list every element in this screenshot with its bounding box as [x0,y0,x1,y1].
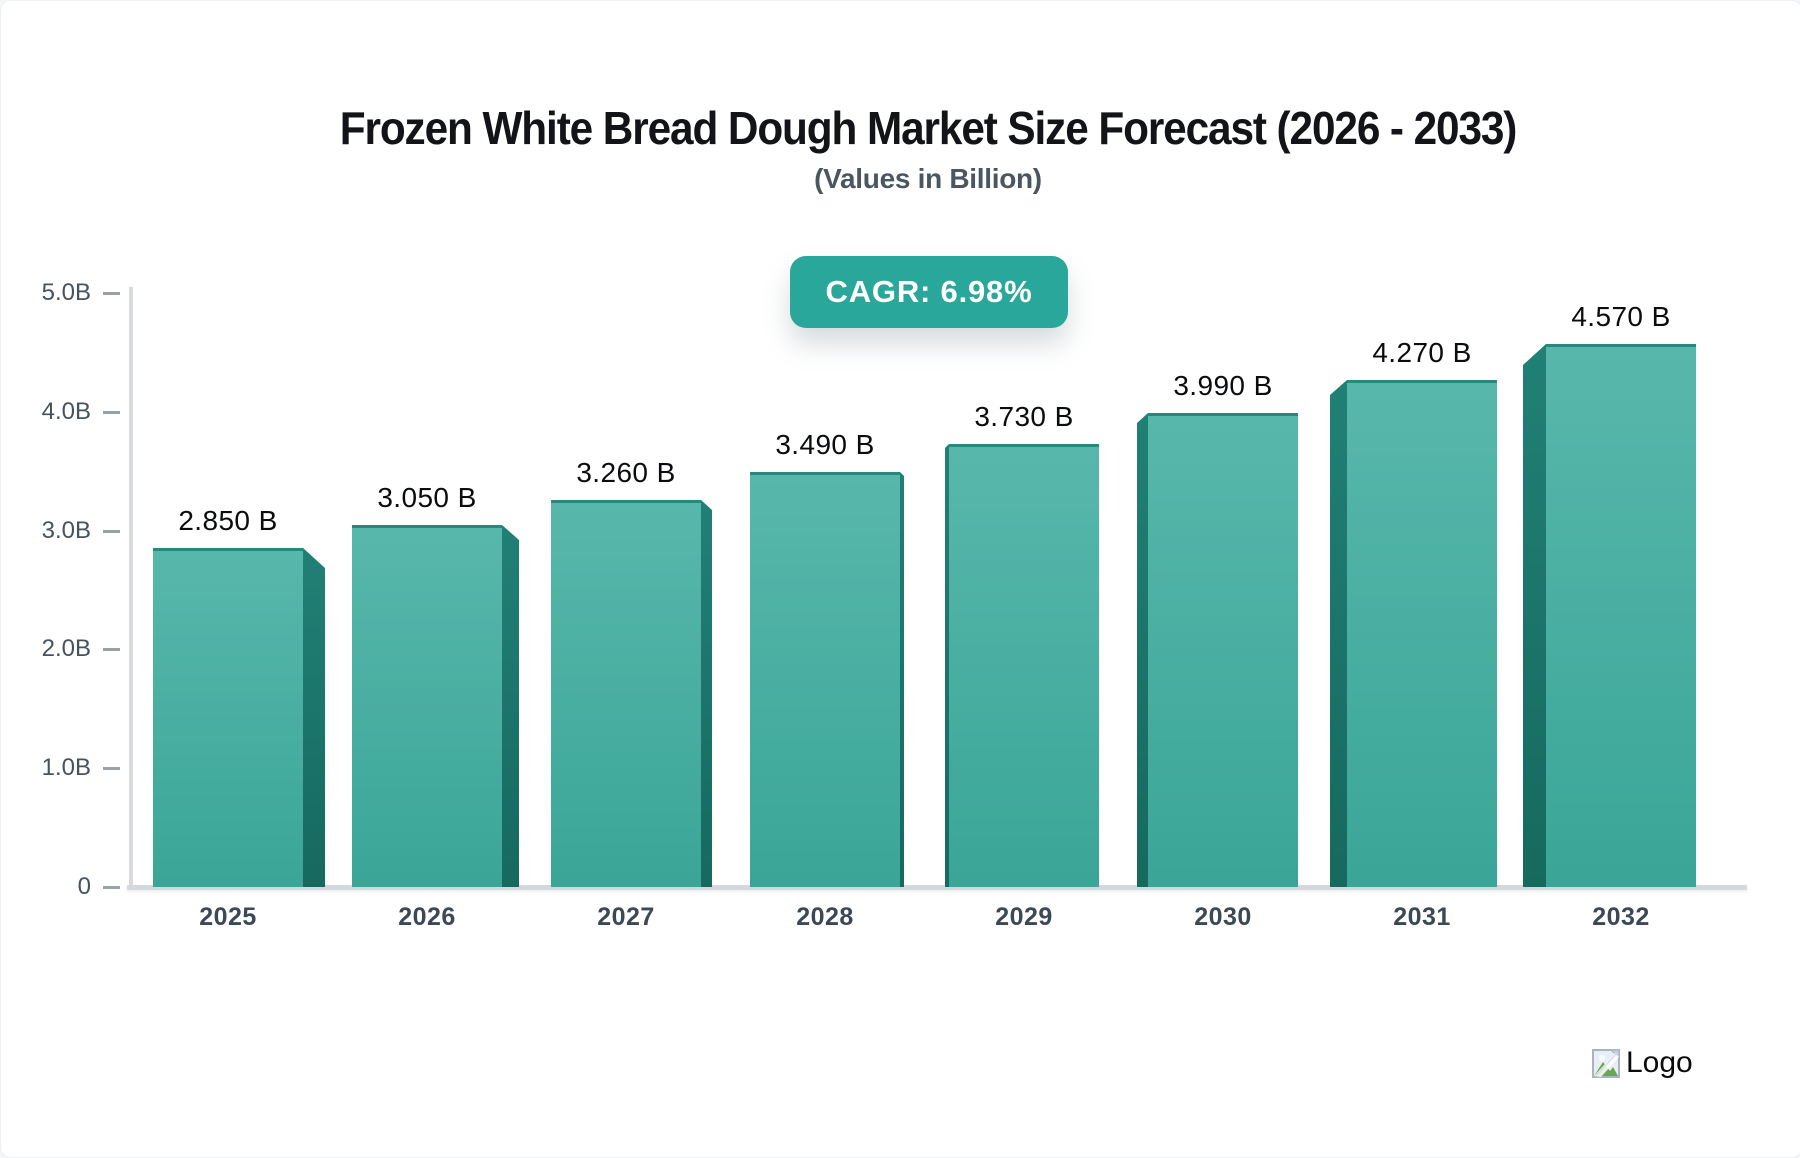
x-axis-label-2032: 2032 [1592,903,1650,931]
y-axis-tick [103,886,120,889]
chart-title: Frozen White Bread Dough Market Size For… [339,102,1518,154]
y-axis-tick [103,767,120,771]
y-axis-label-1.0B: 1.0B [41,754,91,782]
x-axis-label-2026: 2026 [398,903,456,931]
bar-value-label-2027: 3.260 B [576,457,676,488]
y-axis-label-4.0B: 4.0B [41,397,91,425]
bar-value-label-2032: 4.570 B [1571,301,1671,332]
x-axis-label-2029: 2029 [995,903,1053,931]
bar-value-label-2031: 4.270 B [1372,337,1472,368]
y-axis-label-2.0B: 2.0B [41,635,91,663]
bar-side-2027 [701,500,712,887]
bar-value-label-2029: 3.730 B [974,401,1074,432]
bar-side-2030 [1137,413,1148,887]
bar-side-2029 [945,444,949,887]
bar-face-2026 [352,525,502,887]
x-axis-line [127,885,1747,890]
bar-value-label-2030: 3.990 B [1173,370,1273,401]
y-axis-tick [103,529,120,533]
bar-face-2032 [1546,344,1696,887]
bar-face-2030 [1148,413,1298,887]
y-axis-label-3.0B: 3.0B [41,516,91,544]
bar-value-label-2025: 2.850 B [178,505,278,536]
cagr-badge: CAGR: 6.98% [790,256,1068,328]
chart-subtitle: (Values in Billion) [814,163,1042,194]
bar-value-label-2028: 3.490 B [775,429,875,460]
logo-text: Logo [1626,1046,1693,1079]
bar-side-2031 [1330,380,1347,887]
y-axis-label-5.0B: 5.0B [41,279,91,306]
bar-face-2025 [153,548,303,887]
x-axis-label-2027: 2027 [597,903,655,931]
bar-value-label-2026: 3.050 B [377,482,477,513]
x-axis-label-2031: 2031 [1393,903,1451,931]
y-axis-line [129,287,133,887]
y-axis-tick [103,648,120,652]
bar-side-2025 [303,548,325,887]
x-axis-label-2030: 2030 [1194,903,1252,931]
logo: Logo [1589,1043,1693,1083]
bar-side-2032 [1523,344,1546,887]
broken-image-icon [1592,1049,1620,1078]
bar-side-2028 [900,472,904,887]
y-axis-tick [103,292,120,295]
bar-face-2031 [1347,380,1497,887]
bar-face-2027 [551,500,701,887]
y-axis-tick [103,410,120,414]
bar-face-2028 [750,472,900,887]
x-axis-label-2025: 2025 [199,903,257,931]
bar-face-2029 [949,444,1099,887]
x-axis-label-2028: 2028 [796,903,854,931]
bar-side-2026 [502,525,519,887]
y-axis-label-0: 0 [77,873,91,900]
